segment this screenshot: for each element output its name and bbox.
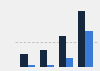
Bar bbox=[40, 50, 47, 67]
Bar bbox=[66, 58, 74, 67]
Bar bbox=[28, 65, 35, 67]
Bar bbox=[86, 31, 93, 67]
Bar bbox=[78, 11, 86, 67]
Bar bbox=[47, 65, 54, 67]
Bar bbox=[20, 54, 28, 67]
Bar bbox=[59, 36, 66, 67]
